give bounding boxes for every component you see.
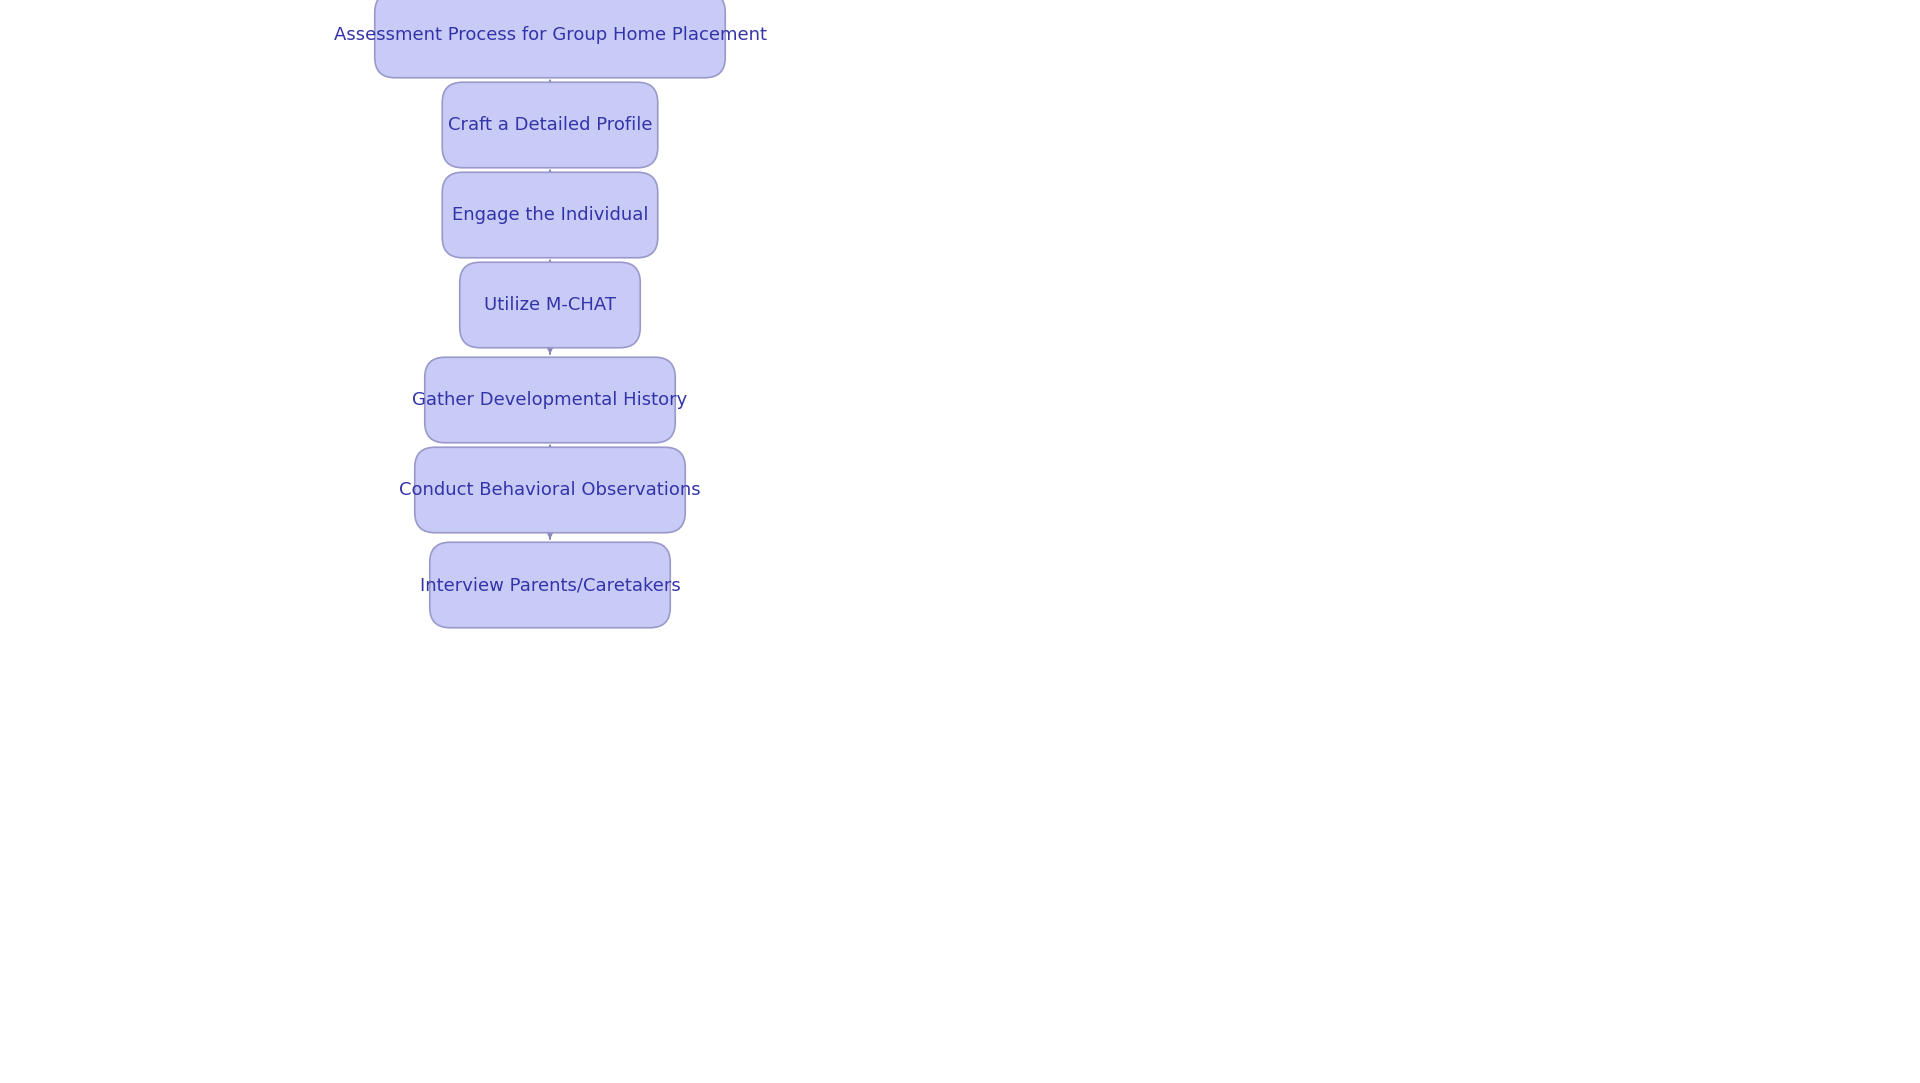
Text: Assessment Process for Group Home Placement: Assessment Process for Group Home Placem… xyxy=(334,26,766,44)
Text: Craft a Detailed Profile: Craft a Detailed Profile xyxy=(447,116,653,134)
Text: Conduct Behavioral Observations: Conduct Behavioral Observations xyxy=(399,481,701,499)
FancyBboxPatch shape xyxy=(374,0,726,78)
FancyBboxPatch shape xyxy=(442,172,659,258)
FancyBboxPatch shape xyxy=(415,447,685,533)
FancyBboxPatch shape xyxy=(459,262,639,348)
Text: Gather Developmental History: Gather Developmental History xyxy=(413,391,687,409)
FancyBboxPatch shape xyxy=(442,82,659,168)
Text: Interview Parents/Caretakers: Interview Parents/Caretakers xyxy=(420,576,680,593)
FancyBboxPatch shape xyxy=(424,357,676,443)
Text: Utilize M-CHAT: Utilize M-CHAT xyxy=(484,296,616,314)
Text: Engage the Individual: Engage the Individual xyxy=(451,206,649,224)
FancyBboxPatch shape xyxy=(430,543,670,628)
